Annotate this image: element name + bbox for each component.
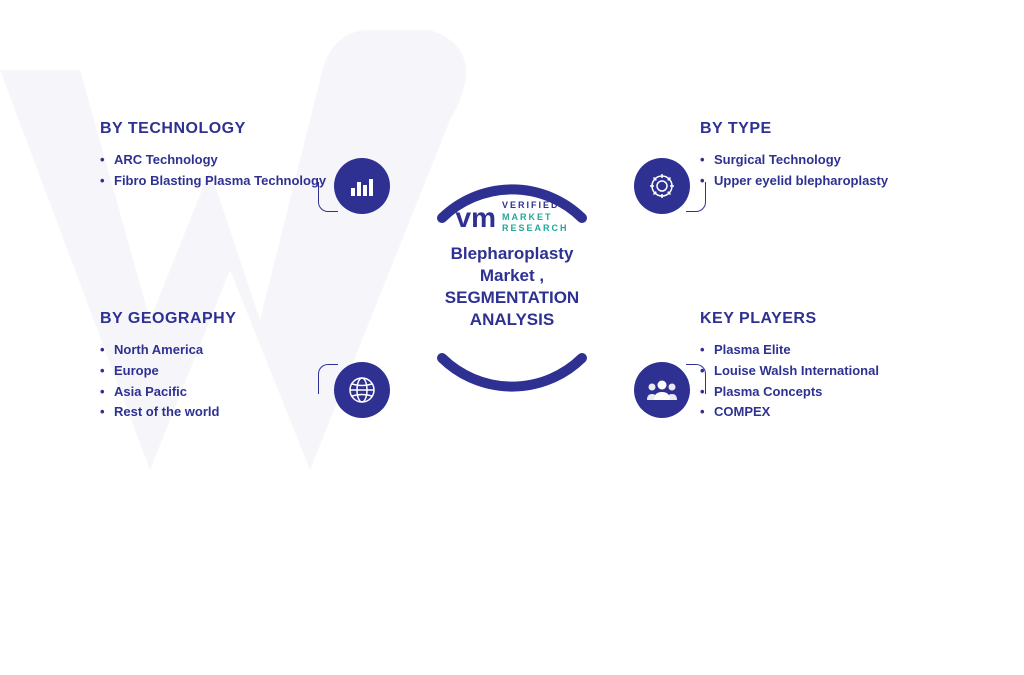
segment-players: KEY PLAYERS Plasma Elite Louise Walsh In… [700,310,930,423]
brand-line1: VERIFIED [502,200,569,212]
list-item: North America [100,340,330,361]
segment-list: ARC Technology Fibro Blasting Plasma Tec… [100,150,330,192]
list-item: COMPEX [700,402,930,423]
list-item: Asia Pacific [100,382,330,403]
title-line3: SEGMENTATION [412,287,612,309]
list-item: Rest of the world [100,402,330,423]
segment-title: KEY PLAYERS [700,310,930,328]
list-item: Plasma Elite [700,340,930,361]
list-item: Europe [100,361,330,382]
globe-icon [334,362,390,418]
title-line4: ANALYSIS [412,309,612,331]
brand-line2: MARKET [502,212,569,224]
brand-mark: vm [456,202,496,234]
list-item: Louise Walsh International [700,361,930,382]
segment-title: BY TECHNOLOGY [100,120,330,138]
list-item: Plasma Concepts [700,382,930,403]
gear-icon [634,158,690,214]
list-item: Fibro Blasting Plasma Technology [100,171,330,192]
segment-type: BY TYPE Surgical Technology Upper eyelid… [700,120,930,192]
people-icon [634,362,690,418]
brand-line3: RESEARCH [502,223,569,235]
list-item: ARC Technology [100,150,330,171]
bar-chart-icon [334,158,390,214]
segment-geography: BY GEOGRAPHY North America Europe Asia P… [100,310,330,423]
title-line1: Blepharoplasty [412,243,612,265]
brand-logo: vm VERIFIED MARKET RESEARCH [412,200,612,235]
segment-list: North America Europe Asia Pacific Rest o… [100,340,330,423]
segment-title: BY TYPE [700,120,930,138]
center-content: vm VERIFIED MARKET RESEARCH Blepharoplas… [412,200,612,331]
segment-list: Surgical Technology Upper eyelid blephar… [700,150,930,192]
segment-technology: BY TECHNOLOGY ARC Technology Fibro Blast… [100,120,330,192]
list-item: Upper eyelid blepharoplasty [700,171,930,192]
segment-title: BY GEOGRAPHY [100,310,330,328]
segment-list: Plasma Elite Louise Walsh International … [700,340,930,423]
list-item: Surgical Technology [700,150,930,171]
title-line2: Market , [412,265,612,287]
